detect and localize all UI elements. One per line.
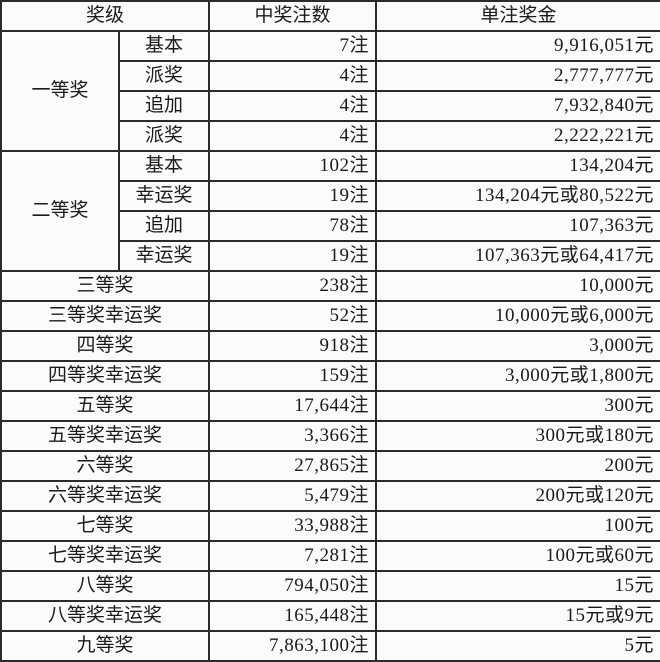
prize-amount: 134,204元 — [375, 150, 660, 182]
table-row: 六等奖 27,865注 200元 — [0, 450, 660, 482]
prize-amount: 9,916,051元 — [375, 30, 660, 62]
winning-count: 5,479注 — [208, 480, 378, 512]
winning-count: 238注 — [208, 270, 378, 302]
prize-amount: 200元或120元 — [375, 480, 660, 512]
winning-count: 7,281注 — [208, 540, 378, 572]
table-row: 八等奖 794,050注 15元 — [0, 570, 660, 602]
tier-label: 七等奖幸运奖 — [0, 540, 211, 572]
tier-sub-label: 幸运奖 — [117, 180, 211, 212]
prize-amount: 10,000元 — [375, 270, 660, 302]
winning-count: 52注 — [208, 300, 378, 332]
tier-label: 五等奖 — [0, 390, 211, 422]
table-row: 三等奖 238注 10,000元 — [0, 270, 660, 302]
table-row: 八等奖幸运奖 165,448注 15元或9元 — [0, 600, 660, 632]
tier-sub-label: 幸运奖 — [117, 240, 211, 272]
winning-count: 4注 — [208, 120, 378, 152]
prize-amount: 10,000元或6,000元 — [375, 300, 660, 332]
column-header-count: 中奖注数 — [208, 0, 378, 32]
table-row: 六等奖幸运奖 5,479注 200元或120元 — [0, 480, 660, 512]
table-row: 七等奖幸运奖 7,281注 100元或60元 — [0, 540, 660, 572]
tier-label: 六等奖幸运奖 — [0, 480, 211, 512]
prize-amount: 15元 — [375, 570, 660, 602]
tier-sub-label: 追加 — [117, 90, 211, 122]
tier-sub-label: 派奖 — [117, 60, 211, 92]
tier-label: 四等奖幸运奖 — [0, 360, 211, 392]
winning-count: 4注 — [208, 90, 378, 122]
table-row: 五等奖 17,644注 300元 — [0, 390, 660, 422]
winning-count: 19注 — [208, 240, 378, 272]
winning-count: 159注 — [208, 360, 378, 392]
table-row: 幸运奖 19注 134,204元或80,522元 — [1, 180, 660, 212]
prize-amount: 107,363元或64,417元 — [375, 240, 660, 272]
winning-count: 78注 — [208, 210, 378, 242]
table-row: 二等奖 基本 102注 134,204元 — [0, 150, 660, 272]
header-row: 奖级 中奖注数 单注奖金 — [0, 0, 660, 32]
table-row: 一等奖 基本 7注 9,916,051元 — [0, 30, 660, 152]
table-row: 派奖 4注 2,222,221元 — [1, 120, 660, 152]
tier-sub-label: 派奖 — [117, 120, 211, 152]
winning-count: 19注 — [208, 180, 378, 212]
tier-sub-label: 基本 — [117, 30, 211, 62]
winning-count: 7,863,100注 — [208, 630, 378, 662]
prize-amount: 100元或60元 — [375, 540, 660, 572]
prize-amount: 7,932,840元 — [375, 90, 660, 122]
prize-amount: 300元或180元 — [375, 420, 660, 452]
tier-label: 七等奖 — [0, 510, 211, 542]
prize-amount: 5元 — [375, 630, 660, 662]
prize-amount: 107,363元 — [375, 210, 660, 242]
table-row: 四等奖幸运奖 159注 3,000元或1,800元 — [0, 360, 660, 392]
prize-amount: 3,000元 — [375, 330, 660, 362]
column-header-tier: 奖级 — [0, 0, 211, 32]
table-row: 追加 4注 7,932,840元 — [1, 90, 660, 122]
tier-label-merged: 一等奖 — [0, 30, 120, 152]
tier-label: 三等奖 — [0, 270, 211, 302]
table-body: 一等奖 基本 7注 9,916,051元 派奖 4注 2,777,777元 追加… — [0, 30, 660, 662]
tier-label: 五等奖幸运奖 — [0, 420, 211, 452]
winning-count: 27,865注 — [208, 450, 378, 482]
tier-label: 八等奖 — [0, 570, 211, 602]
tier-sub-label: 基本 — [117, 150, 211, 182]
winning-count: 918注 — [208, 330, 378, 362]
prize-amount: 200元 — [375, 450, 660, 482]
prize-amount: 2,222,221元 — [375, 120, 660, 152]
table-row: 追加 78注 107,363元 — [1, 210, 660, 242]
tier-label: 六等奖 — [0, 450, 211, 482]
table-row: 五等奖幸运奖 3,366注 300元或180元 — [0, 420, 660, 452]
prize-amount: 15元或9元 — [375, 600, 660, 632]
table-row: 七等奖 33,988注 100元 — [0, 510, 660, 542]
prize-amount: 3,000元或1,800元 — [375, 360, 660, 392]
winning-count: 165,448注 — [208, 600, 378, 632]
winning-count: 17,644注 — [208, 390, 378, 422]
winning-count: 7注 — [208, 30, 378, 62]
tier-label: 九等奖 — [0, 630, 211, 662]
prize-amount: 300元 — [375, 390, 660, 422]
table-row: 幸运奖 19注 107,363元或64,417元 — [1, 240, 660, 272]
table-row: 三等奖幸运奖 52注 10,000元或6,000元 — [0, 300, 660, 332]
table-row: 四等奖 918注 3,000元 — [0, 330, 660, 362]
winning-count: 33,988注 — [208, 510, 378, 542]
column-header-amount: 单注奖金 — [375, 0, 660, 32]
tier-sub-label: 追加 — [117, 210, 211, 242]
tier-label: 四等奖 — [0, 330, 211, 362]
prize-amount: 134,204元或80,522元 — [375, 180, 660, 212]
tier-label-merged: 二等奖 — [0, 150, 120, 272]
winning-count: 102注 — [208, 150, 378, 182]
winning-count: 3,366注 — [208, 420, 378, 452]
winning-count: 794,050注 — [208, 570, 378, 602]
winning-count: 4注 — [208, 60, 378, 92]
tier-label: 三等奖幸运奖 — [0, 300, 211, 332]
table-header: 奖级 中奖注数 单注奖金 — [0, 0, 660, 32]
table-row: 派奖 4注 2,777,777元 — [1, 60, 660, 92]
prize-amount: 100元 — [375, 510, 660, 542]
prize-amount: 2,777,777元 — [375, 60, 660, 92]
tier-label: 八等奖幸运奖 — [0, 600, 211, 632]
table-row: 九等奖 7,863,100注 5元 — [0, 630, 660, 662]
